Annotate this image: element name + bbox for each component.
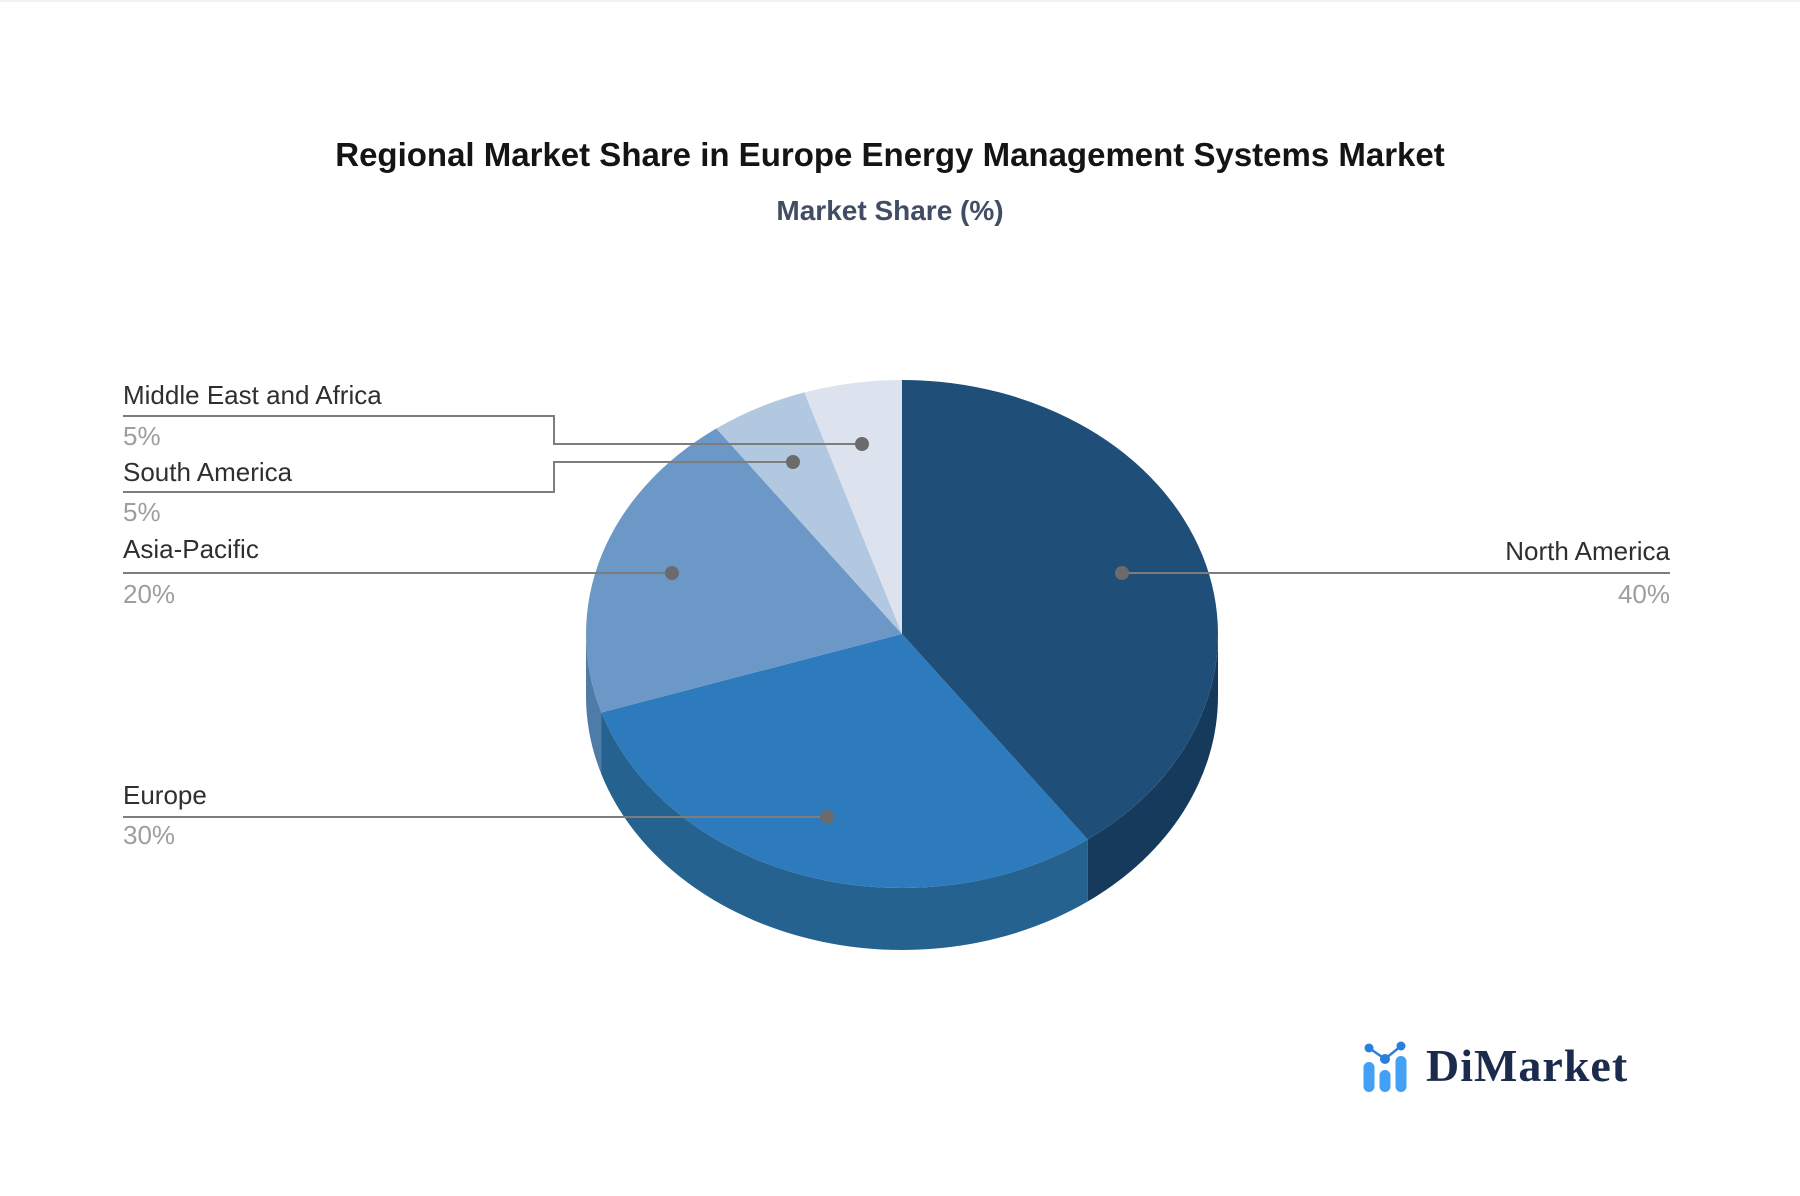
leader-line-middle-east-and-africa	[123, 415, 862, 445]
callout-value-asia-pacific: 20%	[123, 579, 176, 609]
callout-value-north-america: 40%	[1617, 579, 1670, 609]
brand-chart-icon	[1363, 1041, 1407, 1092]
pie-slice-asia-pacific[interactable]	[586, 428, 902, 713]
pie-slice-europe[interactable]	[601, 634, 1088, 888]
brand-name: DiMarket	[1426, 1040, 1629, 1091]
leader-dot-asia-pacific	[665, 566, 679, 580]
pie-slice-europe-side	[601, 712, 1088, 950]
callout-label-middle-east-and-africa: Middle East and Africa	[123, 380, 382, 410]
pie-slice-north-america[interactable]	[902, 380, 1218, 840]
pie-slice-north-america-side	[1087, 634, 1218, 902]
leader-dot-middle-east-and-africa	[855, 437, 869, 451]
brand-logo: DiMarket	[1362, 1038, 1628, 1094]
callout-value-south-america: 5%	[123, 497, 161, 527]
page-top-border	[0, 0, 1800, 2]
callout-value-europe: 30%	[123, 820, 176, 850]
callout-label-europe: Europe	[123, 780, 207, 810]
leader-dot-europe	[820, 810, 834, 824]
leader-dot-north-america	[1115, 566, 1129, 580]
chart-title: Regional Market Share in Europe Energy M…	[335, 136, 1445, 173]
callout-label-south-america: South America	[123, 457, 293, 487]
callout-label-asia-pacific: Asia-Pacific	[123, 534, 259, 564]
callout-label-north-america: North America	[1505, 536, 1670, 566]
leader-line-south-america	[123, 461, 793, 493]
callout-value-middle-east-and-africa: 5%	[123, 421, 161, 451]
pie-slice-asia-pacific-side	[586, 634, 602, 775]
chart-subtitle: Market Share (%)	[776, 195, 1004, 226]
leader-dot-south-america	[786, 455, 800, 469]
pie-slice-south-america[interactable]	[716, 392, 902, 634]
